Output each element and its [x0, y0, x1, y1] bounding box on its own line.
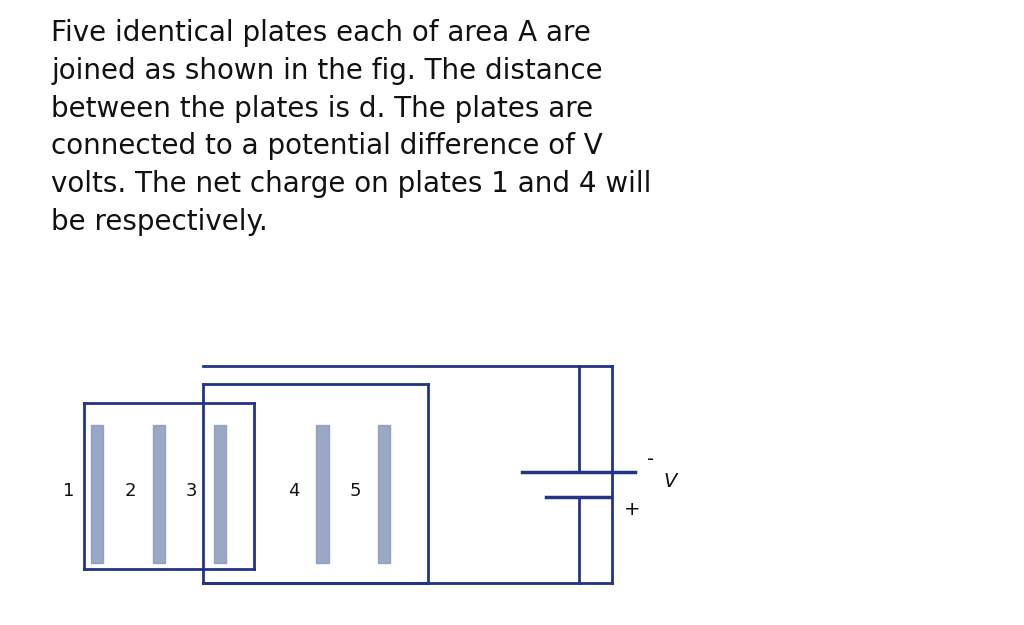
Text: V: V	[664, 472, 677, 491]
Text: 2: 2	[125, 482, 136, 499]
Bar	[378, 425, 390, 562]
Text: 5: 5	[350, 482, 361, 499]
Bar	[316, 425, 329, 562]
Text: Five identical plates each of area A are
joined as shown in the fig. The distanc: Five identical plates each of area A are…	[51, 19, 651, 236]
Text: -: -	[647, 450, 654, 469]
Text: 1: 1	[63, 482, 75, 499]
Bar	[214, 425, 226, 562]
Bar	[153, 425, 165, 562]
Text: 4: 4	[289, 482, 300, 499]
Text: +: +	[624, 500, 640, 519]
Bar	[91, 425, 103, 562]
Text: 3: 3	[186, 482, 198, 499]
